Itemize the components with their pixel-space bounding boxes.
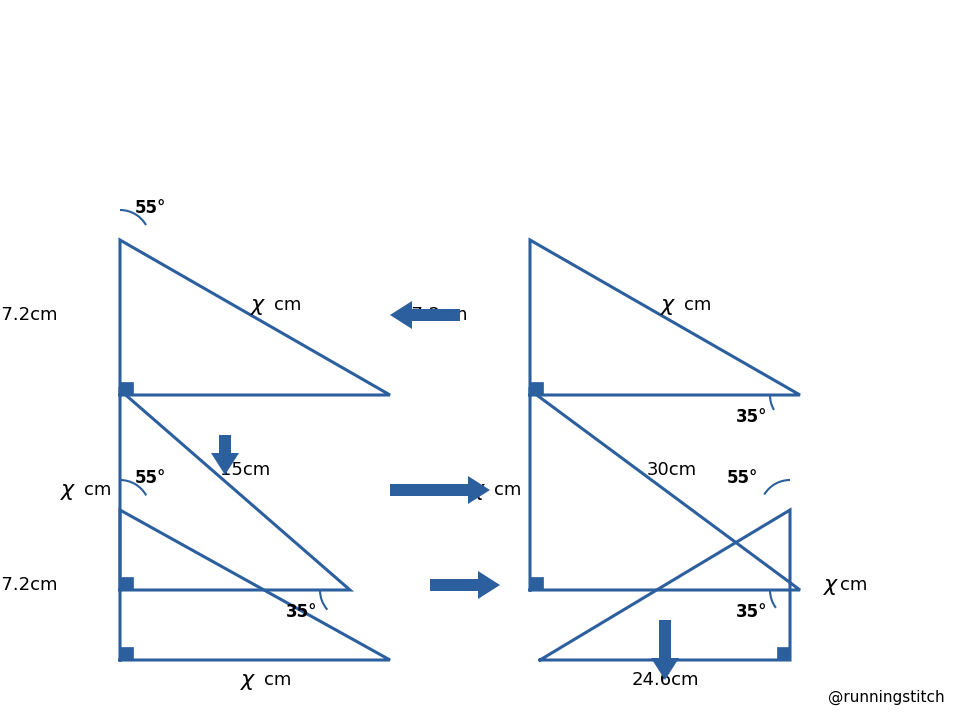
Text: @runningstitch: @runningstitch bbox=[828, 690, 945, 705]
Text: 35°: 35° bbox=[286, 603, 318, 621]
Text: cm: cm bbox=[264, 671, 292, 689]
Text: 55°: 55° bbox=[727, 469, 757, 487]
Polygon shape bbox=[211, 435, 239, 475]
Text: 15cm: 15cm bbox=[220, 461, 270, 479]
Polygon shape bbox=[651, 620, 679, 680]
Text: 30cm: 30cm bbox=[647, 461, 697, 479]
Text: χ: χ bbox=[252, 295, 265, 315]
Polygon shape bbox=[390, 301, 460, 329]
Polygon shape bbox=[120, 577, 133, 590]
Text: χ: χ bbox=[661, 295, 675, 315]
Text: cm: cm bbox=[684, 296, 711, 314]
Text: cm: cm bbox=[84, 481, 111, 499]
Text: cm: cm bbox=[274, 296, 301, 314]
Text: 55°: 55° bbox=[134, 469, 166, 487]
Polygon shape bbox=[430, 571, 500, 599]
Text: χ: χ bbox=[61, 480, 75, 500]
Polygon shape bbox=[120, 382, 133, 395]
Text: cm: cm bbox=[494, 481, 521, 499]
Polygon shape bbox=[390, 476, 490, 504]
Text: χ: χ bbox=[241, 670, 254, 690]
Text: cm: cm bbox=[840, 576, 868, 594]
Text: χ: χ bbox=[824, 575, 837, 595]
Text: 55°: 55° bbox=[134, 199, 166, 217]
Polygon shape bbox=[530, 577, 543, 590]
Text: χ: χ bbox=[471, 480, 485, 500]
Polygon shape bbox=[120, 647, 133, 660]
Text: 35°: 35° bbox=[736, 603, 768, 621]
Text: 17.2cm: 17.2cm bbox=[400, 306, 468, 324]
Text: 17.2cm: 17.2cm bbox=[0, 576, 58, 594]
Text: 24.6cm: 24.6cm bbox=[632, 671, 699, 689]
Text: 35°: 35° bbox=[736, 408, 768, 426]
Text: 17.2cm: 17.2cm bbox=[0, 306, 58, 324]
Polygon shape bbox=[530, 382, 543, 395]
Polygon shape bbox=[777, 647, 790, 660]
